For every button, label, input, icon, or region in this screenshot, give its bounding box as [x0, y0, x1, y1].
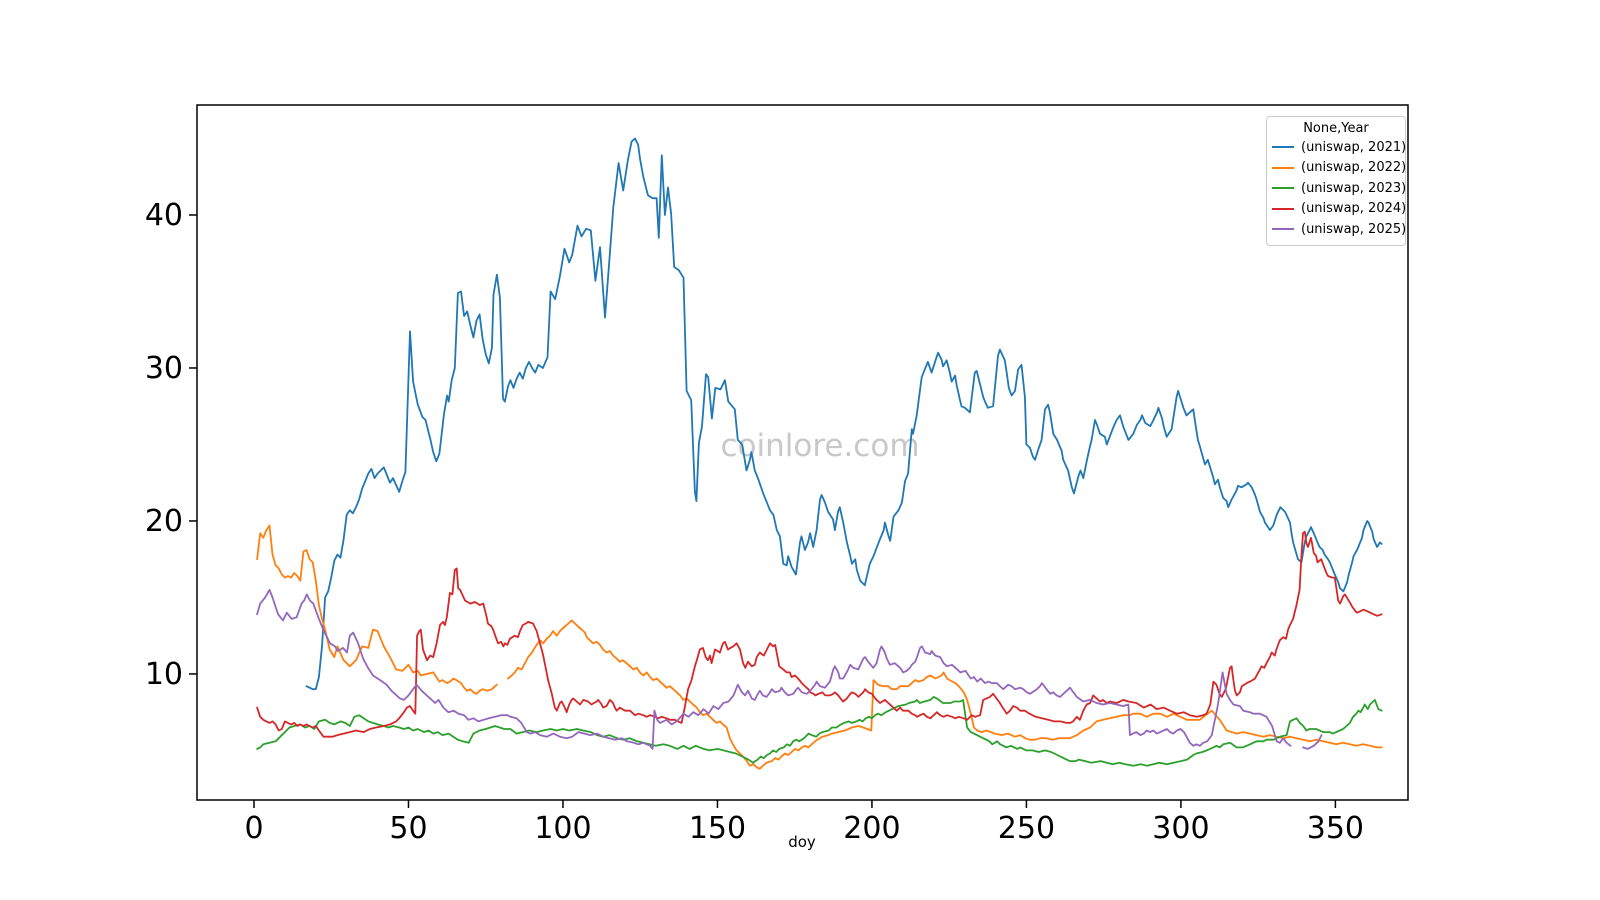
legend-line-swatch: [1272, 228, 1294, 231]
x-axis-label: doy: [788, 833, 816, 851]
legend: None,Year (uniswap, 2021) (uniswap, 2022)…: [1266, 116, 1406, 246]
legend-entry: (uniswap, 2024): [1272, 199, 1406, 220]
legend-line-swatch: [1272, 187, 1294, 190]
y-tick-label: 20: [145, 504, 183, 539]
x-tick-label: 300: [1152, 811, 1209, 846]
legend-entry: (uniswap, 2025): [1272, 219, 1406, 240]
watermark-text: coinlore.com: [720, 428, 919, 464]
legend-title: None,Year: [1303, 121, 1369, 136]
series-line-2024: [256, 530, 1383, 738]
series-line-2022: [507, 619, 1383, 770]
series-line-2025: [256, 588, 1292, 750]
legend-label: (uniswap, 2021): [1301, 139, 1407, 155]
series-line-2023: [256, 696, 1383, 767]
y-tick-label: 10: [145, 657, 183, 692]
legend-entry: (uniswap, 2023): [1272, 178, 1406, 199]
x-tick-label: 350: [1307, 811, 1364, 846]
series-line-2021: [305, 137, 1383, 691]
legend-label: (uniswap, 2022): [1301, 160, 1407, 176]
x-tick-label: 0: [244, 811, 263, 846]
legend-label: (uniswap, 2025): [1301, 221, 1407, 237]
series-line-2022: [256, 524, 498, 695]
x-tick-label: 50: [389, 811, 427, 846]
y-tick-label: 30: [145, 351, 183, 386]
axis-ticks: 0 50 100 150 200 250 300 350 10 20 30 40: [145, 198, 1364, 846]
series-lines: [256, 137, 1383, 770]
series-line-2025: [1302, 734, 1323, 750]
x-tick-label: 250: [998, 811, 1055, 846]
x-tick-label: 200: [843, 811, 900, 846]
legend-label: (uniswap, 2023): [1301, 180, 1407, 196]
legend-entry: (uniswap, 2021): [1272, 137, 1406, 158]
legend-line-swatch: [1272, 166, 1294, 169]
y-tick-label: 40: [145, 198, 183, 233]
x-tick-label: 100: [534, 811, 591, 846]
legend-line-swatch: [1272, 146, 1294, 149]
legend-entries: (uniswap, 2021) (uniswap, 2022) (uniswap, …: [1272, 137, 1406, 240]
legend-label: (uniswap, 2024): [1301, 201, 1407, 217]
x-tick-label: 150: [689, 811, 746, 846]
legend-line-swatch: [1272, 207, 1294, 210]
legend-entry: (uniswap, 2022): [1272, 158, 1406, 179]
